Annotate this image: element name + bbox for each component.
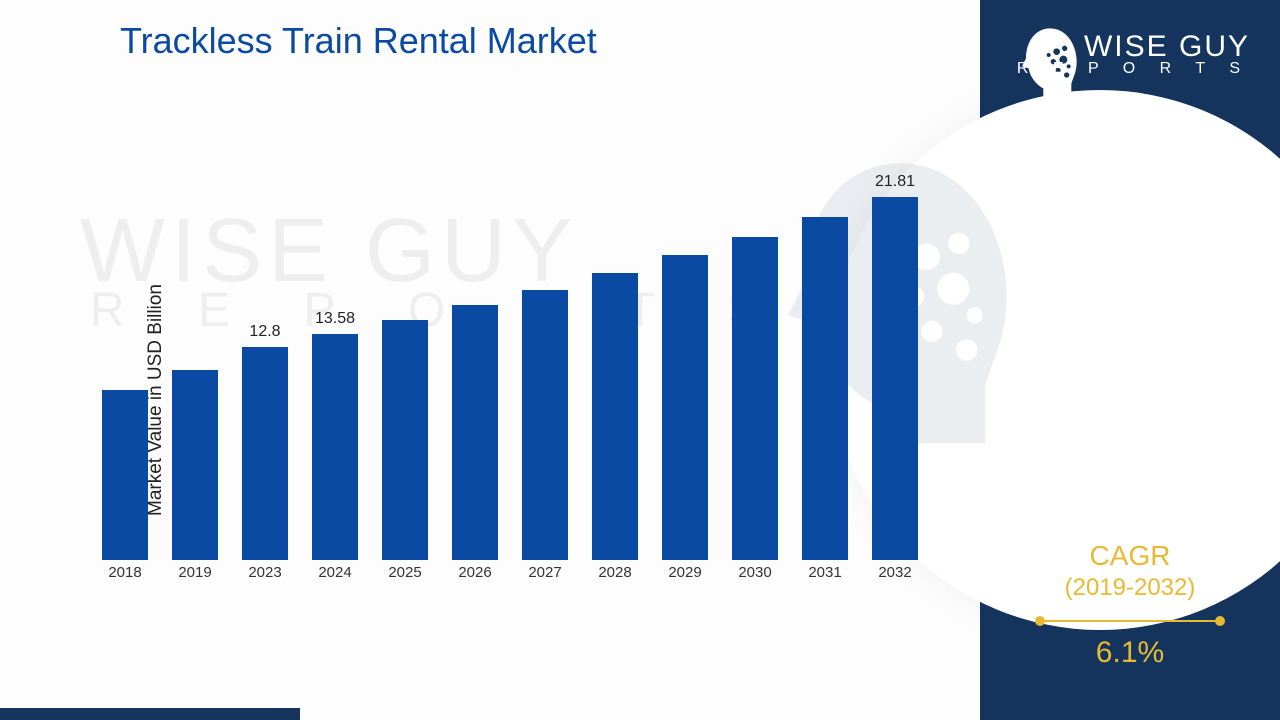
logo-line1: WISE GUY [1084, 30, 1250, 63]
bar [242, 347, 288, 560]
cagr-range: (2019-2032) [1020, 574, 1240, 602]
x-tick-label: 2024 [305, 564, 365, 590]
x-axis-labels: 2018 2019 2023 2024 2025 2026 2027 2028 2029 2030… [90, 564, 930, 590]
bars-container: 12.8 13.58 21.81 [90, 160, 930, 560]
bar-value-label: 12.8 [249, 323, 280, 343]
chart-area: Market Value in USD Billion 12.813.5821.… [50, 160, 930, 640]
x-tick-label: 2031 [795, 564, 855, 590]
bar [312, 334, 358, 560]
bar-wrap: 13.58 [305, 310, 365, 560]
bar [802, 217, 848, 560]
bar-wrap [795, 193, 855, 560]
bar-wrap [515, 266, 575, 560]
bar [732, 237, 778, 560]
brand-logo: WISE GUY R E P O R T S [1017, 30, 1250, 78]
bar-wrap [165, 346, 225, 560]
bar-wrap [95, 366, 155, 560]
bar-wrap [655, 231, 715, 560]
cagr-divider [1040, 620, 1220, 622]
cagr-title: CAGR [1020, 540, 1240, 572]
x-tick-label: 2026 [445, 564, 505, 590]
bar [172, 370, 218, 560]
x-tick-label: 2027 [515, 564, 575, 590]
bar [382, 320, 428, 560]
x-tick-label: 2028 [585, 564, 645, 590]
plot-area: 12.813.5821.81 2018201920232024202520262… [90, 160, 930, 590]
bar [662, 255, 708, 560]
bottom-accent-bar [0, 708, 300, 720]
bar-wrap [445, 281, 505, 560]
x-tick-label: 2025 [375, 564, 435, 590]
cagr-value: 6.1% [1020, 636, 1240, 670]
bar-wrap [375, 296, 435, 560]
bar-wrap [585, 249, 645, 560]
bar [872, 197, 918, 561]
x-tick-label: 2023 [235, 564, 295, 590]
cagr-box: CAGR (2019-2032) 6.1% [1020, 540, 1240, 670]
x-tick-label: 2032 [865, 564, 925, 590]
logo-line2: R E P O R T S [1017, 60, 1250, 78]
bar [452, 305, 498, 560]
bar-wrap: 12.8 [235, 323, 295, 560]
bar-wrap: 21.81 [865, 173, 925, 561]
bar-wrap [725, 213, 785, 560]
bar [102, 390, 148, 560]
bar [592, 273, 638, 560]
x-tick-label: 2018 [95, 564, 155, 590]
bar [522, 290, 568, 560]
x-tick-label: 2029 [655, 564, 715, 590]
x-tick-label: 2019 [165, 564, 225, 590]
chart-title: Trackless Train Rental Market [120, 20, 597, 62]
bar-value-label: 13.58 [315, 310, 355, 330]
x-tick-label: 2030 [725, 564, 785, 590]
bar-value-label: 21.81 [875, 173, 915, 193]
